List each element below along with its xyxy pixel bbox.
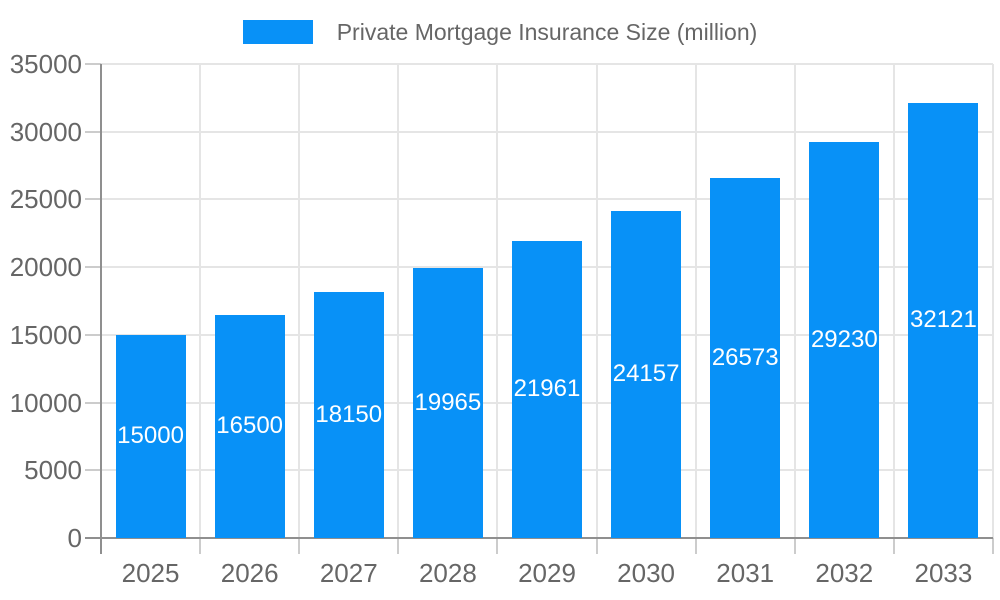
bar-2033[interactable]: [908, 102, 979, 538]
x-gridline: [694, 64, 697, 538]
x-tick-mark: [595, 538, 598, 554]
bar-value-label: 16500: [216, 412, 284, 440]
y-axis-tick-label: 15000: [9, 319, 82, 350]
x-gridline: [496, 64, 499, 538]
x-axis-tick-label: 2027: [319, 558, 378, 588]
bar-value-label: 15000: [117, 422, 184, 450]
y-axis-tick-label: 20000: [9, 252, 82, 283]
bar-value-label: 32121: [910, 306, 977, 334]
x-gridline: [595, 64, 598, 538]
x-tick-mark: [694, 538, 697, 554]
bar-2032[interactable]: [809, 142, 880, 538]
x-gridline: [199, 64, 202, 538]
bar-2031[interactable]: [710, 178, 781, 538]
y-tick-mark: [85, 63, 101, 65]
x-axis-tick-label: 2033: [914, 558, 973, 588]
x-tick-mark: [992, 538, 994, 554]
x-gridline: [892, 64, 895, 538]
x-axis-tick-label: 2028: [418, 558, 477, 588]
y-tick-mark: [85, 401, 101, 404]
x-tick-mark: [892, 538, 895, 554]
bar-2029[interactable]: [512, 240, 582, 538]
x-axis-tick-label: 2025: [121, 558, 180, 588]
bar-value-label: 24157: [612, 360, 680, 388]
y-axis-tick-label: 0: [67, 523, 82, 553]
x-tick-mark: [199, 538, 202, 554]
legend-swatch-icon: [242, 20, 313, 44]
legend-label: Private Mortgage Insurance Size (million…: [336, 18, 758, 45]
y-axis-tick-label: 30000: [9, 116, 82, 147]
bar-value-label: 18150: [315, 401, 383, 429]
bar-2030[interactable]: [611, 210, 682, 538]
bar-2026[interactable]: [214, 314, 285, 538]
x-axis-tick-label: 2029: [518, 558, 576, 588]
x-tick-mark: [496, 538, 499, 554]
y-axis-tick-label: 5000: [24, 455, 82, 486]
x-axis-line: [85, 537, 993, 539]
x-axis-tick-label: 2031: [716, 558, 775, 588]
x-tick-mark: [793, 538, 796, 554]
y-axis-tick-label: 10000: [9, 387, 82, 418]
y-axis-tick-label: 35000: [9, 49, 82, 79]
x-axis-tick-label: 2030: [617, 558, 676, 588]
x-gridline: [298, 64, 301, 538]
bar-value-label: 21961: [513, 375, 581, 403]
y-tick-mark: [85, 266, 101, 269]
y-tick-mark: [85, 333, 101, 336]
y-gridline: [101, 63, 993, 65]
y-tick-mark: [85, 469, 101, 472]
y-gridline: [101, 130, 993, 133]
y-tick-mark: [85, 130, 101, 133]
x-axis-tick-label: 2032: [815, 558, 874, 588]
bar-2025[interactable]: [115, 334, 186, 538]
x-gridline: [992, 64, 994, 538]
y-tick-mark: [85, 198, 101, 201]
y-gridline: [101, 198, 993, 201]
bar-value-label: 29230: [810, 326, 878, 354]
x-gridline: [793, 64, 796, 538]
legend[interactable]: Private Mortgage Insurance Size (million…: [0, 10, 1000, 54]
x-tick-mark: [298, 538, 301, 554]
bar-value-label: 26573: [711, 344, 779, 372]
x-axis-tick-label: 2026: [220, 558, 279, 588]
y-axis-tick-label: 25000: [9, 184, 82, 215]
x-tick-mark: [397, 538, 400, 554]
y-axis-line: [100, 64, 102, 554]
x-gridline: [397, 64, 400, 538]
bar-2027[interactable]: [313, 292, 384, 538]
bar-2028[interactable]: [412, 267, 483, 538]
bar-value-label: 19965: [414, 388, 482, 416]
